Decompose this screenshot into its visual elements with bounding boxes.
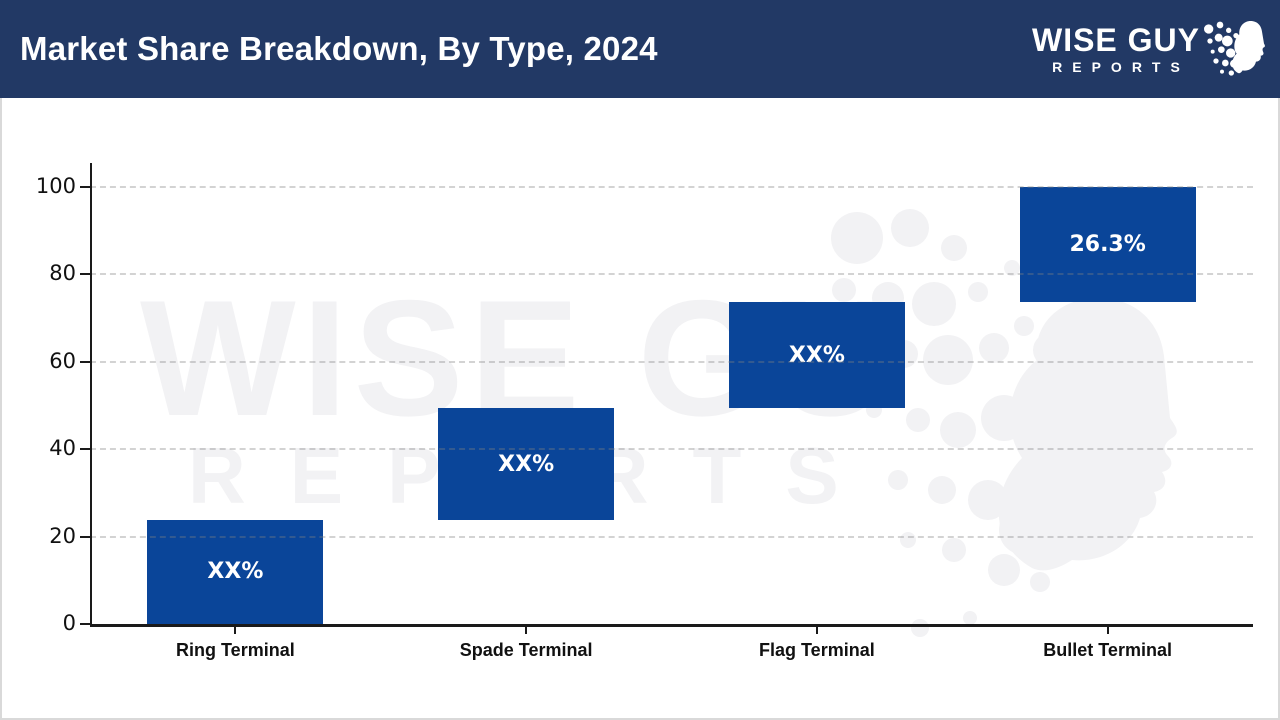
y-tick-label: 0 xyxy=(62,611,76,635)
plot-region: XX% XX% XX% 26.3% 0 20 40 60 80 100 Ring Terminal S… xyxy=(2,98,1278,718)
y-tick-label: 40 xyxy=(49,436,76,461)
x-tick-mark xyxy=(815,626,818,634)
y-tick-mark xyxy=(80,273,90,276)
watermark-head-icon xyxy=(831,209,1177,637)
y-tick-label: 80 xyxy=(49,261,76,286)
x-category-label: Flag Terminal xyxy=(759,640,875,660)
brand-name: WISE GUY xyxy=(1031,22,1200,58)
x-tick-mark xyxy=(234,626,237,634)
bar-segment: XX% xyxy=(438,408,615,520)
x-axis-line xyxy=(90,624,1253,627)
brand-head-icon xyxy=(1204,21,1265,76)
bar-value-label: XX% xyxy=(788,342,845,368)
y-axis-line xyxy=(90,163,92,627)
bar-segment: XX% xyxy=(147,519,324,624)
gridline xyxy=(90,273,1253,276)
header-bar: Market Share Breakdown, By Type, 2024 WI… xyxy=(0,0,1280,98)
x-tick-mark xyxy=(525,626,528,634)
brand-logo: WISE GUY REPORTS xyxy=(1032,6,1266,92)
bar-segment: XX% xyxy=(728,301,905,409)
bar-segment: 26.3% xyxy=(1019,187,1196,302)
y-tick-label: 100 xyxy=(35,174,76,198)
brand-subtitle: REPORTS xyxy=(1052,59,1190,75)
x-tick-mark xyxy=(1106,626,1109,634)
bar-value-label: 26.3% xyxy=(1069,231,1146,257)
y-tick-label: 20 xyxy=(49,523,76,548)
bar-value-label: XX% xyxy=(498,451,555,477)
x-category-label: Bullet Terminal xyxy=(1043,640,1172,660)
gridline xyxy=(90,535,1253,538)
x-category-label: Spade Terminal xyxy=(459,640,593,660)
y-tick-mark xyxy=(80,448,90,451)
y-tick-mark xyxy=(80,360,90,363)
brand-logo-text: WISE GUY REPORTS xyxy=(1032,24,1200,74)
gridline xyxy=(90,360,1253,363)
chart-area: WISE GU REPORTS XX%XX%XX%2 xyxy=(0,98,1280,720)
chart-title: Market Share Breakdown, By Type, 2024 xyxy=(20,30,658,67)
y-tick-mark xyxy=(80,623,90,625)
bar-value-label: XX% xyxy=(207,559,264,585)
y-tick-mark xyxy=(80,186,90,188)
x-category-label: Ring Terminal xyxy=(176,640,295,660)
y-tick-label: 60 xyxy=(49,348,76,373)
y-tick-mark xyxy=(80,535,90,538)
gridline xyxy=(90,186,1253,188)
gridline xyxy=(90,448,1253,451)
